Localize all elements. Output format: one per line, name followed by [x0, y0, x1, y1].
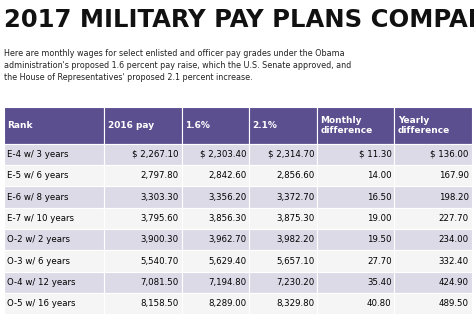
Text: O-3 w/ 6 years: O-3 w/ 6 years: [7, 257, 70, 265]
Text: 8,158.50: 8,158.50: [140, 299, 179, 308]
Text: Here are monthly wages for select enlisted and officer pay grades under the Obam: Here are monthly wages for select enlist…: [4, 49, 351, 82]
Text: 3,875.30: 3,875.30: [276, 214, 314, 223]
Text: 489.50: 489.50: [439, 299, 469, 308]
Text: 8,329.80: 8,329.80: [276, 299, 314, 308]
Text: 3,372.70: 3,372.70: [276, 192, 314, 202]
Text: 198.20: 198.20: [439, 192, 469, 202]
Text: $ 136.00: $ 136.00: [430, 150, 469, 159]
Text: O-4 w/ 12 years: O-4 w/ 12 years: [7, 278, 75, 287]
Text: E-6 w/ 8 years: E-6 w/ 8 years: [7, 192, 68, 202]
Text: 2017 MILITARY PAY PLANS COMPARED: 2017 MILITARY PAY PLANS COMPARED: [4, 8, 474, 32]
Text: 40.80: 40.80: [367, 299, 392, 308]
Text: E-4 w/ 3 years: E-4 w/ 3 years: [7, 150, 68, 159]
Text: 3,982.20: 3,982.20: [276, 235, 314, 244]
Text: 16.50: 16.50: [367, 192, 392, 202]
Text: 332.40: 332.40: [438, 257, 469, 265]
Text: $ 11.30: $ 11.30: [359, 150, 392, 159]
Text: 424.90: 424.90: [439, 278, 469, 287]
Text: Rank: Rank: [7, 121, 33, 130]
Text: Monthly
difference: Monthly difference: [320, 116, 373, 135]
Text: 27.70: 27.70: [367, 257, 392, 265]
Text: 167.90: 167.90: [439, 171, 469, 180]
Text: 3,900.30: 3,900.30: [141, 235, 179, 244]
Text: 3,856.30: 3,856.30: [208, 214, 246, 223]
Text: 14.00: 14.00: [367, 171, 392, 180]
Text: 8,289.00: 8,289.00: [209, 299, 246, 308]
Text: E-5 w/ 6 years: E-5 w/ 6 years: [7, 171, 68, 180]
Text: 5,629.40: 5,629.40: [209, 257, 246, 265]
Text: 3,303.30: 3,303.30: [140, 192, 179, 202]
Text: 19.50: 19.50: [367, 235, 392, 244]
Text: 1.6%: 1.6%: [185, 121, 210, 130]
Text: E-7 w/ 10 years: E-7 w/ 10 years: [7, 214, 73, 223]
Text: 2,842.60: 2,842.60: [208, 171, 246, 180]
Text: 5,540.70: 5,540.70: [140, 257, 179, 265]
Text: 3,795.60: 3,795.60: [141, 214, 179, 223]
Text: 2,797.80: 2,797.80: [141, 171, 179, 180]
Text: 19.00: 19.00: [367, 214, 392, 223]
Text: 227.70: 227.70: [438, 214, 469, 223]
Text: O-5 w/ 16 years: O-5 w/ 16 years: [7, 299, 75, 308]
Text: 7,194.80: 7,194.80: [209, 278, 246, 287]
Text: O-2 w/ 2 years: O-2 w/ 2 years: [7, 235, 70, 244]
Text: 3,962.70: 3,962.70: [209, 235, 246, 244]
Text: 2,856.60: 2,856.60: [276, 171, 314, 180]
Text: 7,081.50: 7,081.50: [140, 278, 179, 287]
Text: 234.00: 234.00: [438, 235, 469, 244]
Text: 2016 pay: 2016 pay: [108, 121, 154, 130]
Text: 35.40: 35.40: [367, 278, 392, 287]
Text: $ 2,314.70: $ 2,314.70: [268, 150, 314, 159]
Text: 5,657.10: 5,657.10: [276, 257, 314, 265]
Text: 3,356.20: 3,356.20: [208, 192, 246, 202]
Text: 2.1%: 2.1%: [253, 121, 278, 130]
Text: $ 2,303.40: $ 2,303.40: [200, 150, 246, 159]
Text: 7,230.20: 7,230.20: [276, 278, 314, 287]
Text: Yearly
difference: Yearly difference: [398, 116, 450, 135]
Text: $ 2,267.10: $ 2,267.10: [132, 150, 179, 159]
